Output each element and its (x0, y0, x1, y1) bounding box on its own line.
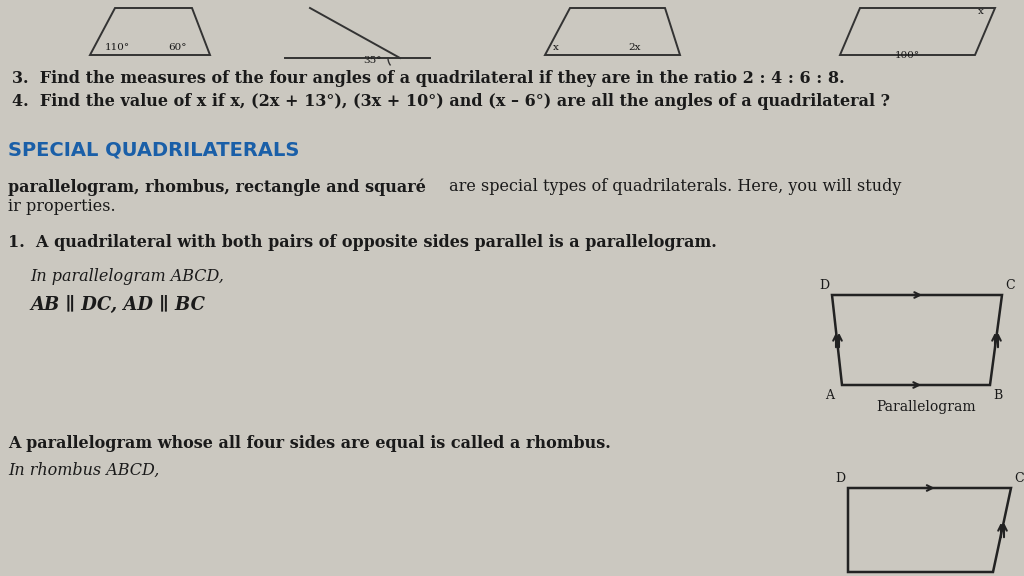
Text: x: x (978, 7, 984, 16)
Text: x: x (553, 43, 559, 52)
Text: ir properties.: ir properties. (8, 198, 116, 215)
Text: are special types of quadrilaterals. Here, you will study: are special types of quadrilaterals. Her… (444, 178, 901, 195)
Text: In parallelogram ABCD,: In parallelogram ABCD, (30, 268, 224, 285)
Text: 4.  Find the value of x if x, (2x + 13°), (3x + 10°) and (x – 6°) are all the an: 4. Find the value of x if x, (2x + 13°),… (12, 93, 890, 110)
Text: Parallelogram: Parallelogram (877, 400, 976, 414)
Text: B: B (993, 389, 1002, 402)
Text: C: C (1014, 472, 1024, 485)
Text: D: D (819, 279, 829, 292)
Text: SPECIAL QUADRILATERALS: SPECIAL QUADRILATERALS (8, 140, 299, 159)
Text: parallelogram, rhombus, rectangle and squaré: parallelogram, rhombus, rectangle and sq… (8, 178, 426, 195)
Text: 3.  Find the measures of the four angles of a quadrilateral if they are in the r: 3. Find the measures of the four angles … (12, 70, 845, 87)
Text: A parallelogram whose all four sides are equal is called a rhombus.: A parallelogram whose all four sides are… (8, 435, 610, 452)
Text: 35°: 35° (362, 56, 382, 65)
Text: A: A (825, 389, 834, 402)
Text: In rhombus ABCD,: In rhombus ABCD, (8, 462, 160, 479)
Text: AB ∥ DC, AD ∥ BC: AB ∥ DC, AD ∥ BC (30, 296, 205, 314)
Text: 110°: 110° (105, 43, 130, 52)
Text: D: D (835, 472, 845, 485)
Text: 2x: 2x (628, 43, 640, 52)
Text: 60°: 60° (168, 43, 186, 52)
Text: 1.  A quadrilateral with both pairs of opposite sides parallel is a parallelogra: 1. A quadrilateral with both pairs of op… (8, 234, 717, 251)
Text: 100°: 100° (895, 51, 921, 60)
Text: C: C (1005, 279, 1015, 292)
